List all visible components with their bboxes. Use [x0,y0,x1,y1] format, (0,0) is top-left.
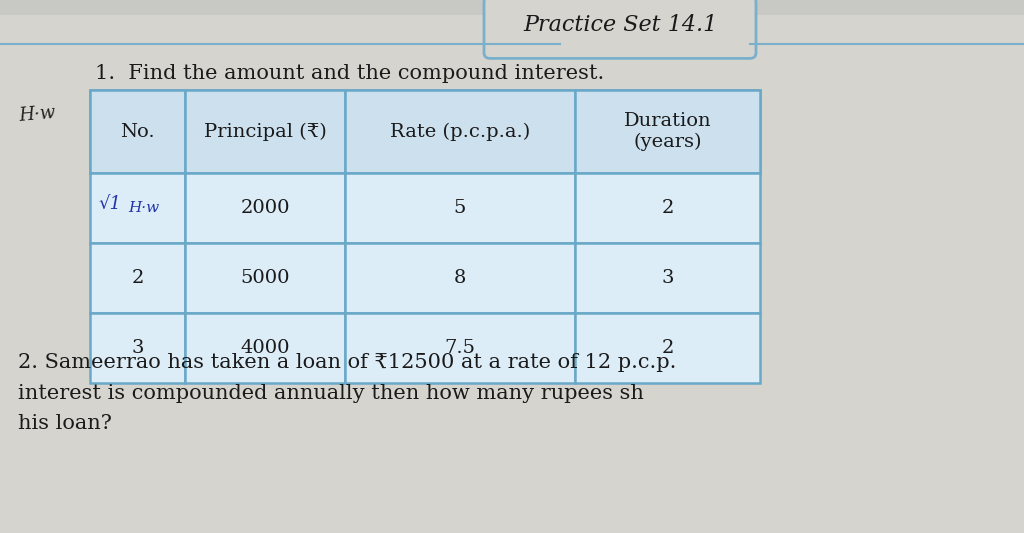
Text: 2. Sameerrao has taken a loan of ₹12500 at a rate of 12 p.c.p.: 2. Sameerrao has taken a loan of ₹12500 … [18,353,677,373]
Bar [90,173,185,243]
Bar [185,313,345,383]
Bar [345,91,575,173]
Text: his loan?: his loan? [18,414,112,433]
Text: Practice Set 14.1: Practice Set 14.1 [523,14,717,36]
Text: 1.  Find the amount and the compound interest.: 1. Find the amount and the compound inte… [95,64,604,84]
Text: 3: 3 [662,269,674,287]
Bar [345,313,575,383]
Text: No.: No. [120,123,155,141]
Bar [575,173,760,243]
Text: interest is compounded annually then how many rupees sh: interest is compounded annually then how… [18,384,644,403]
Text: 2: 2 [662,339,674,357]
Text: 5: 5 [454,199,466,217]
Text: 2: 2 [131,269,143,287]
Text: 4000: 4000 [241,339,290,357]
Bar [185,173,345,243]
Text: 2: 2 [662,199,674,217]
Bar [575,243,760,313]
Text: 3: 3 [131,339,143,357]
Bar [90,243,185,313]
Text: Principal (₹): Principal (₹) [204,123,327,141]
Bar [90,91,760,173]
Text: 8: 8 [454,269,466,287]
Text: H·w: H·w [18,104,56,125]
FancyBboxPatch shape [484,0,756,59]
Text: Rate (p.c.p.a.): Rate (p.c.p.a.) [390,123,530,141]
Text: √1: √1 [98,195,121,213]
Bar [575,313,760,383]
Bar [90,313,185,383]
Bar [90,91,185,173]
Text: 7.5: 7.5 [444,339,475,357]
Bar [345,173,575,243]
Bar [345,243,575,313]
Text: 5000: 5000 [241,269,290,287]
Text: H·w: H·w [128,201,159,215]
Text: 2000: 2000 [241,199,290,217]
Bar [185,91,345,173]
Bar [185,243,345,313]
Text: Duration
(years): Duration (years) [624,112,712,151]
Bar [575,91,760,173]
